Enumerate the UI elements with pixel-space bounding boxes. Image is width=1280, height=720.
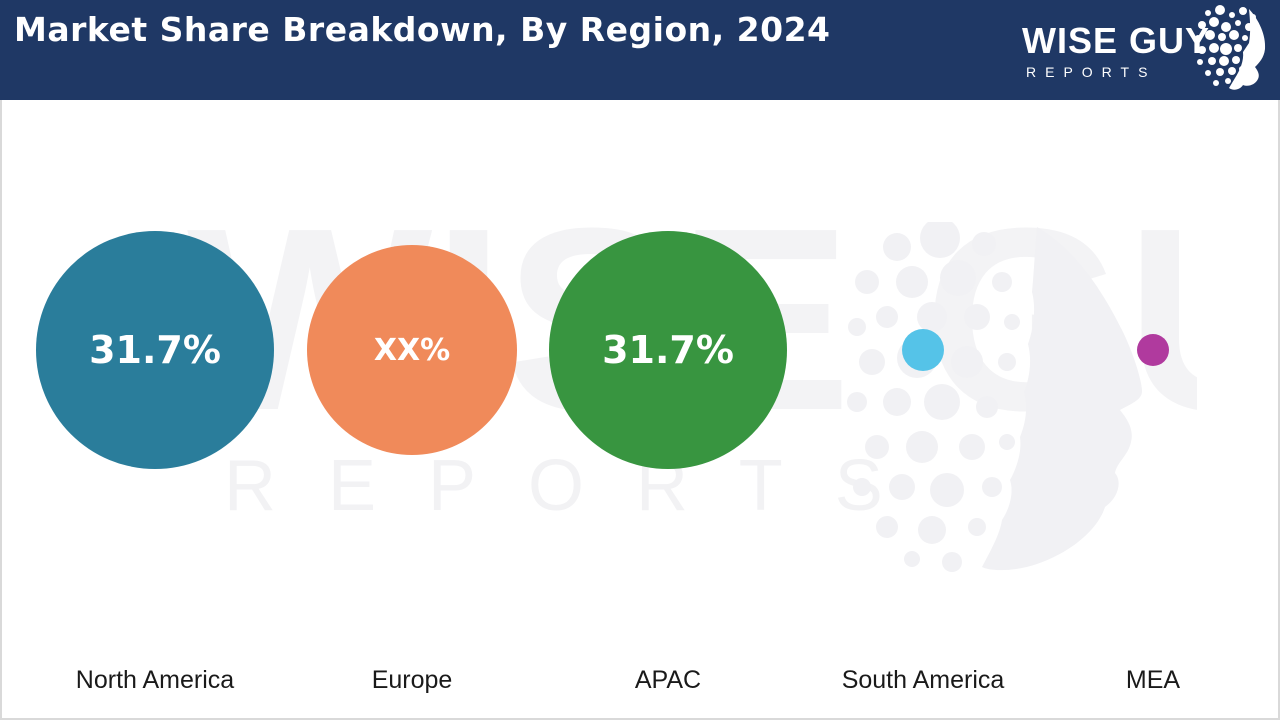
watermark-reports-text: REPORTS: [224, 446, 935, 526]
page-title: Market Share Breakdown, By Region, 2024: [14, 10, 831, 49]
category-label-south-america: South America: [841, 666, 1005, 694]
header: Market Share Breakdown, By Region, 2024 …: [0, 0, 1280, 100]
bubble-value-label: XX%: [373, 332, 451, 368]
category-label-apac: APAC: [634, 666, 702, 694]
logo-face-icon: [1195, 5, 1266, 90]
bubble-mea: [1137, 334, 1169, 366]
chart-canvas: WISE GUY REPORTS 31.7% XX% 31.7%: [0, 100, 1280, 720]
bubble-value-label: 31.7%: [602, 328, 734, 372]
bubble-value-label: 31.7%: [89, 328, 221, 372]
logo-wiseguy-text: WISE GUY: [1022, 20, 1210, 61]
category-label-europe: Europe: [371, 666, 453, 694]
logo-reports-text: REPORTS: [1026, 64, 1156, 80]
wise-guy-logo: WISE GUY REPORTS: [1022, 5, 1266, 90]
watermark-face-icon: [847, 222, 1143, 572]
bubble-apac: 31.7%: [549, 231, 787, 469]
bubble-north-america: 31.7%: [36, 231, 274, 469]
category-label-mea: MEA: [1125, 666, 1181, 694]
category-label-north-america: North America: [75, 666, 235, 694]
bubble-south-america: [902, 329, 944, 371]
bubble-europe: XX%: [307, 245, 517, 455]
